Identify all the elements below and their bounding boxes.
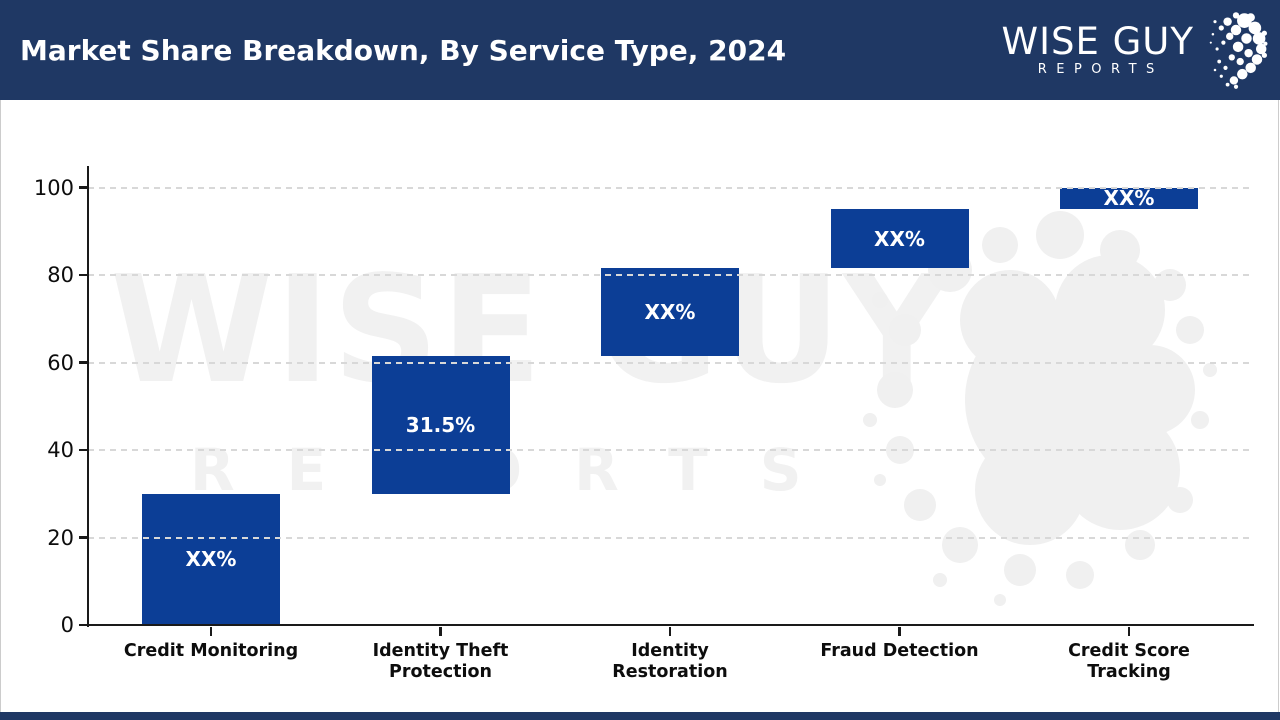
bar-segment-1: XX% [142, 493, 280, 625]
wiseguy-logo: WISE GUY REPORTS [1002, 6, 1268, 94]
category-label-5: Credit Score Tracking [1068, 641, 1190, 682]
wiseguy-logo-line1: WISE GUY [1001, 20, 1194, 63]
y-tick-mark-20 [79, 536, 88, 539]
category-label-4: Fraud Detection [820, 641, 979, 661]
y-tick-label-40: 40 [47, 438, 74, 462]
y-tick-label-60: 60 [47, 350, 74, 375]
y-tick-mark-0 [79, 623, 88, 627]
category-label-1: Credit Monitoring [123, 641, 299, 661]
x-tick-mark-4 [898, 626, 901, 636]
y-tick-mark-80 [79, 273, 88, 277]
bar-segment-2: 31.5% [371, 355, 510, 494]
y-tick-label-80: 80 [47, 263, 74, 287]
gridline-60 [88, 361, 1253, 364]
gridline-20 [88, 536, 1253, 539]
x-tick-mark-2 [439, 626, 442, 636]
header-bar: Market Share Breakdown, By Service Type,… [0, 0, 1280, 100]
category-label-2: Identity Theft Protection [372, 641, 509, 682]
bar-value-label-1: XX% [185, 547, 237, 572]
y-axis-line [86, 165, 90, 627]
x-tick-mark-5 [1127, 626, 1131, 636]
bar-value-label-3: XX% [644, 300, 696, 325]
y-tick-label-0: 0 [60, 613, 74, 637]
bar-value-label-2: 31.5% [405, 412, 476, 437]
bar-value-label-5: XX% [1103, 186, 1155, 211]
bar-segment-4: XX% [830, 209, 969, 269]
gridline-80 [88, 274, 1253, 276]
page-title: Market Share Breakdown, By Service Type,… [20, 34, 787, 67]
wiseguy-logo-line2: REPORTS [1037, 62, 1164, 77]
bar-segment-3: XX% [601, 268, 739, 356]
y-tick-label-20: 20 [47, 525, 74, 550]
y-tick-label-100: 100 [33, 175, 74, 200]
bar-value-label-4: XX% [874, 226, 925, 251]
gridline-40 [88, 449, 1253, 451]
footer-bar [0, 712, 1280, 720]
bar-segment-5: XX% [1060, 186, 1198, 211]
gridline-100 [88, 186, 1253, 189]
category-label-3: Identity Restoration [612, 641, 728, 682]
wiseguy-head-icon [1209, 12, 1268, 89]
y-tick-mark-40 [79, 448, 88, 452]
x-tick-mark-3 [668, 626, 672, 636]
watermark-wiseguy-text: WISE GUY [110, 244, 953, 416]
y-tick-mark-60 [79, 361, 88, 364]
x-tick-mark-1 [209, 626, 213, 636]
x-axis-line [85, 623, 1254, 627]
watermark-reports-text: REPORTS [190, 436, 854, 504]
y-tick-mark-100 [79, 186, 88, 189]
wiseguy-logo-text: WISE GUY REPORTS [1001, 20, 1194, 78]
plot-area: 0 20 40 60 80 100 XX% Credit Monitoring 31.5% Ide… [0, 100, 1280, 720]
